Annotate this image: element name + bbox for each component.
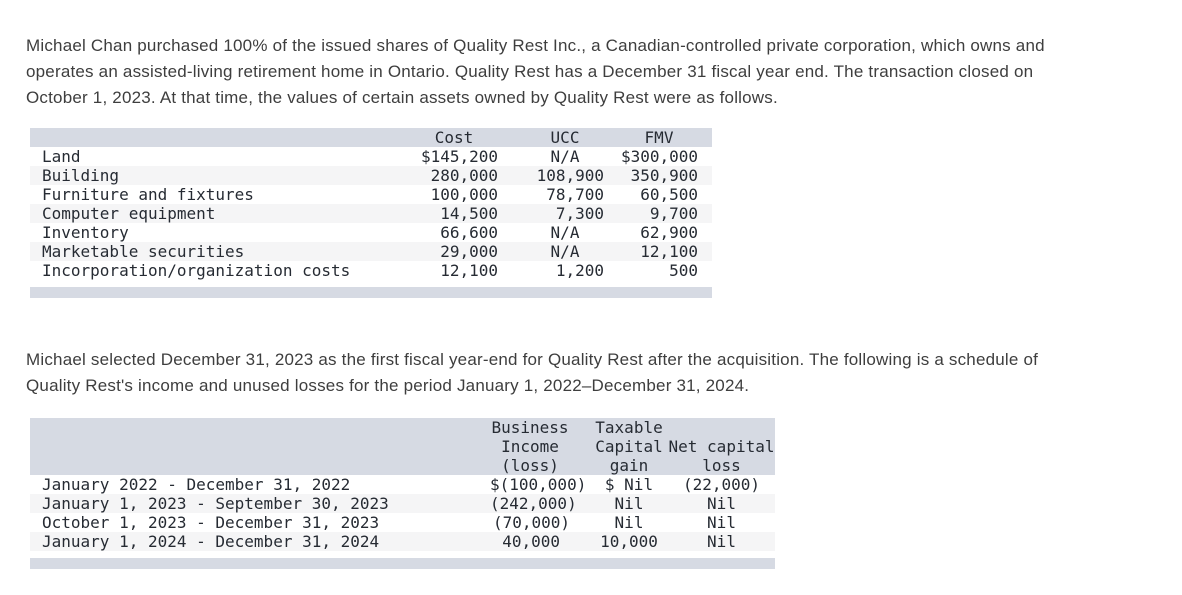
table-cell: 62,900 (640, 223, 698, 242)
table-header-cell: gain (570, 456, 668, 475)
table-cell: 100,000 (430, 185, 498, 204)
asset-table-header: Cost UCC FMV (30, 128, 712, 147)
table-cell: January 1, 2024 - December 31, 2024 (42, 532, 380, 551)
income-loss-schedule-table: Business Taxable Income Capital Net capital(… (30, 418, 775, 551)
table-cell: 108,900 (536, 166, 604, 185)
table-footer-bar (30, 558, 775, 569)
table-cell: 7,300 (555, 204, 604, 223)
table-header-cell: (loss) (470, 456, 570, 475)
table-row: October 1, 2023 - December 31, 2023 (70,0… (30, 513, 775, 532)
table-cell: Furniture and fixtures (42, 185, 254, 204)
table-cell: N/A (550, 223, 580, 242)
table-cell: Building (42, 166, 120, 185)
table-header-cell (30, 437, 470, 456)
paragraph-line: Michael selected December 31, 2023 as th… (26, 350, 1039, 369)
table-cell: $145,200 (420, 147, 498, 166)
table-cell: 10,000 (600, 532, 658, 551)
table-cell: 12,100 (640, 242, 698, 261)
table-cell: (242,000) (490, 494, 577, 513)
table-header-cell: Net capital (668, 437, 775, 456)
table-header-cell (668, 418, 775, 437)
table-cell: Nil (707, 513, 736, 532)
table-row: Cost UCC FMV (30, 128, 712, 147)
table-row: Building 280,000 108,900 350,900 (30, 166, 712, 185)
table-cell: 14,500 (440, 204, 498, 223)
table-cell: Land (42, 147, 81, 166)
table-row: Incorporation/organization costs 12,100 1,… (30, 261, 712, 280)
table-cell: $ Nil (604, 475, 654, 494)
table-cell: October 1, 2023 - December 31, 2023 (42, 513, 380, 532)
table-header-cell: Cost (380, 128, 498, 147)
table-header-cell: UCC (498, 128, 604, 147)
table-footer-bar (30, 287, 712, 298)
table-header-cell: Income (470, 437, 570, 456)
table-cell: Nil (614, 513, 644, 532)
table-cell: 1,200 (555, 261, 604, 280)
table-cell: (22,000) (682, 475, 761, 494)
table-cell: 40,000 (502, 532, 560, 551)
table-cell: 66,600 (440, 223, 498, 242)
table-cell: Nil (707, 494, 736, 513)
paragraph-line: Michael Chan purchased 100% of the issue… (26, 36, 1045, 55)
table-row: Marketable securities 29,000 N/A 12,100 (30, 242, 712, 261)
table-cell: Nil (707, 532, 736, 551)
table-cell: Incorporation/organization costs (42, 261, 351, 280)
table-cell: 9,700 (649, 204, 698, 223)
table-cell: $(100,000) (490, 475, 587, 494)
table-cell: Computer equipment (42, 204, 216, 223)
intro-paragraph: Michael Chan purchased 100% of the issue… (26, 33, 1171, 111)
table-cell: N/A (550, 242, 580, 261)
table-row: Income Capital Net capital (30, 437, 775, 456)
table-header-cell: Business (470, 418, 570, 437)
table-cell: N/A (550, 147, 580, 166)
table-row: Land $145,200 N/A $300,000 (30, 147, 712, 166)
table-cell: (70,000) (492, 513, 570, 532)
table-cell: Marketable securities (42, 242, 245, 261)
table-header-cell: loss (668, 456, 775, 475)
table-header-cell: Capital (570, 437, 668, 456)
table-cell: 29,000 (440, 242, 498, 261)
paragraph-line: operates an assisted-living retirement h… (26, 62, 1034, 81)
table-cell: Nil (614, 494, 644, 513)
table-cell: 78,700 (546, 185, 604, 204)
table-cell: 12,100 (440, 261, 498, 280)
table-cell: $300,000 (620, 147, 698, 166)
table-header-cell: Taxable (570, 418, 668, 437)
table-row: Computer equipment 14,500 7,300 9,700 (30, 204, 712, 223)
schedule-table-body: January 2022 - December 31, 2022 $(100,00… (30, 475, 775, 551)
table-row: January 2022 - December 31, 2022 $(100,00… (30, 475, 775, 494)
table-row: Inventory 66,600 N/A 62,900 (30, 223, 712, 242)
table-cell: January 2022 - December 31, 2022 (42, 475, 351, 494)
table-row: January 1, 2023 - September 30, 2023 (242… (30, 494, 775, 513)
table-row: Furniture and fixtures 100,000 78,700 60,50… (30, 185, 712, 204)
asset-values-table: Cost UCC FMV Land $145,200 N/A $300,000 Buildi… (30, 128, 712, 280)
table-cell: 60,500 (640, 185, 698, 204)
middle-paragraph: Michael selected December 31, 2023 as th… (26, 347, 1171, 399)
table-row: (loss) gain loss (30, 456, 775, 475)
table-cell: Inventory (42, 223, 129, 242)
table-cell: 500 (669, 261, 698, 280)
asset-table-body: Land $145,200 N/A $300,000 Building 280,000 10… (30, 147, 712, 280)
table-header-cell (30, 418, 470, 437)
paragraph-line: Quality Rest's income and unused losses … (26, 376, 750, 395)
table-cell: 350,900 (630, 166, 698, 185)
table-header-cell: FMV (604, 128, 712, 147)
table-cell: 280,000 (430, 166, 498, 185)
table-row: January 1, 2024 - December 31, 2024 40,00… (30, 532, 775, 551)
schedule-table-header: Business Taxable Income Capital Net capital(… (30, 418, 775, 475)
table-header-cell (30, 456, 470, 475)
paragraph-line: October 1, 2023. At that time, the value… (26, 88, 778, 107)
table-header-cell (30, 128, 380, 147)
table-row: Business Taxable (30, 418, 775, 437)
table-cell: January 1, 2023 - September 30, 2023 (42, 494, 389, 513)
